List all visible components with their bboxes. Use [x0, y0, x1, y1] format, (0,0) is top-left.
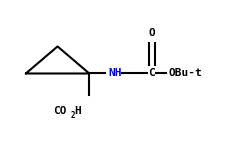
Text: OBu-t: OBu-t: [169, 69, 203, 78]
Text: NH: NH: [109, 69, 122, 78]
Text: 2: 2: [70, 111, 75, 120]
Text: CO: CO: [53, 106, 66, 116]
Text: O: O: [148, 28, 155, 38]
Text: H: H: [75, 106, 82, 116]
Text: C: C: [148, 69, 155, 78]
